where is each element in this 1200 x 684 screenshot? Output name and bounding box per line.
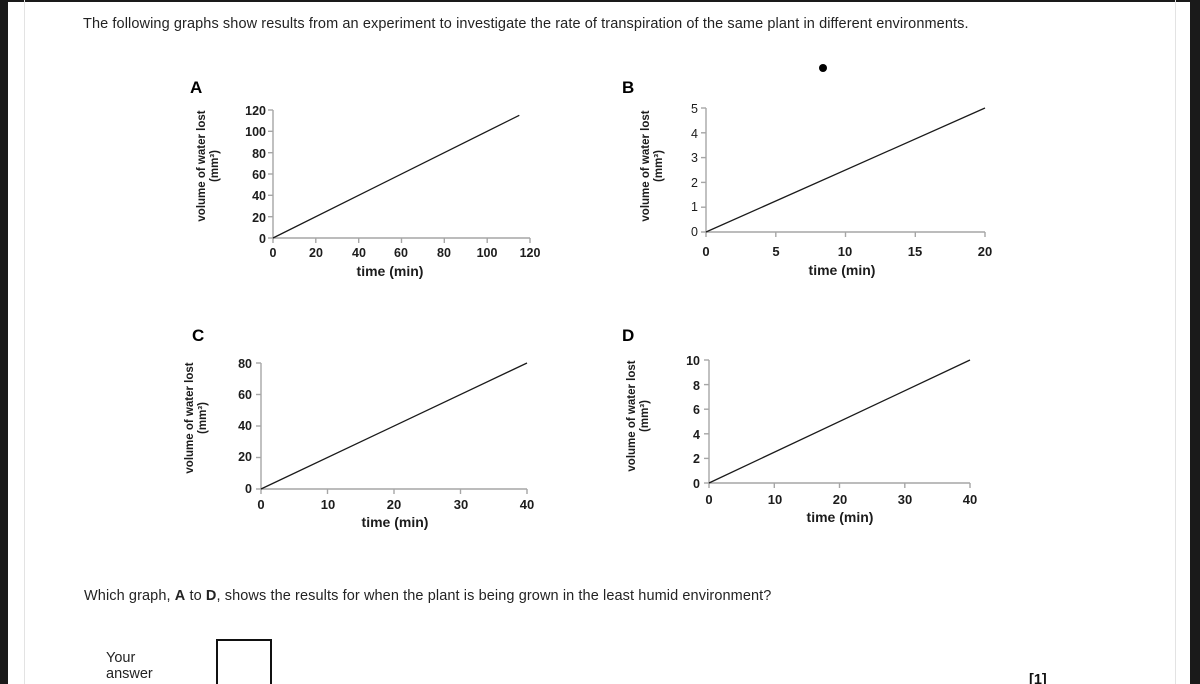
chart-c-ytick-20: 20 <box>238 450 252 464</box>
chart-b-x-axis-label: time (min) <box>808 262 876 278</box>
chart-a-xtick-20: 20 <box>309 246 323 260</box>
chart-a-ytick-60: 60 <box>252 168 266 182</box>
chart-c-ytick-80: 80 <box>238 357 252 371</box>
chart-c-x-axis-label: time (min) <box>361 514 429 530</box>
viewer-right-border <box>1190 0 1200 684</box>
chart-b-ytick-0: 0 <box>691 225 698 239</box>
chart-b-ytick-3: 3 <box>691 151 698 165</box>
chart-d-xtick-10: 10 <box>767 492 783 507</box>
chart-b-panel-letter: B <box>622 78 635 97</box>
chart-d-y-axis-label: volume of water lost (mm³) <box>626 346 652 486</box>
chart-a-xtick-100: 100 <box>476 246 498 260</box>
chart-a-ytick-0: 0 <box>259 232 266 246</box>
chart-b-xtick-20: 20 <box>977 244 993 259</box>
marks-indicator: [1] <box>1029 672 1047 684</box>
question-option-a: A <box>174 588 186 604</box>
chart-d-x-axis-label: time (min) <box>806 509 874 525</box>
chart-c-panel-letter: C <box>192 326 205 345</box>
chart-c-xtick-10: 10 <box>320 497 336 512</box>
answer-label: Your answer <box>106 650 153 682</box>
chart-panel-c: C volume of water lost (mm³) 80 60 40 20… <box>0 0 600 530</box>
chart-panel-d: D volume of water lost (mm³) 10 8 6 4 2 … <box>0 0 1100 525</box>
question-suffix: , shows the results for when the plant i… <box>216 588 772 604</box>
page-right-edge <box>1175 0 1176 684</box>
chart-c-ytick-60: 60 <box>238 388 252 402</box>
chart-a-x-axis-label: time (min) <box>356 263 424 279</box>
chart-a-ytick-20: 20 <box>252 211 266 225</box>
chart-d-ytick-8: 8 <box>693 379 700 393</box>
chart-panel-b: B volume of water lost (mm³) 5 4 3 2 1 0 <box>0 0 1100 300</box>
chart-a-ytick-40: 40 <box>252 189 266 203</box>
chart-b-xtick-5: 5 <box>772 244 780 259</box>
chart-a-xtick-40: 40 <box>352 246 366 260</box>
chart-b-ytick-5: 5 <box>691 102 698 116</box>
chart-c-ytick-0: 0 <box>245 482 252 496</box>
chart-d-y-axis-label-line2: (mm³) <box>638 400 651 432</box>
chart-c-y-axis-label-line1: volume of water lost <box>184 362 196 474</box>
chart-d-xtick-30: 30 <box>897 492 913 507</box>
chart-panel-a: A volume of water lost (mm³) 120 100 80 … <box>0 0 600 300</box>
paper-sheet <box>25 2 1175 684</box>
bullet-dot-icon <box>819 64 827 72</box>
chart-a-xtick-0: 0 <box>269 246 277 260</box>
chart-a-xtick-80: 80 <box>437 246 451 260</box>
answer-input-box[interactable] <box>216 639 272 684</box>
chart-d-xtick-20: 20 <box>832 492 848 507</box>
chart-d-ytick-0: 0 <box>693 477 700 491</box>
chart-b-ytick-1: 1 <box>691 200 698 214</box>
chart-d-ytick-4: 4 <box>693 428 700 442</box>
chart-a-xtick-60: 60 <box>394 246 408 260</box>
question-stem: The following graphs show results from a… <box>83 16 969 32</box>
chart-c-plot-area <box>256 359 538 497</box>
chart-a-panel-letter: A <box>190 78 203 97</box>
question-text: Which graph, A to D, shows the results f… <box>84 588 1064 604</box>
chart-c-y-axis-label: volume of water lost (mm³) <box>184 348 210 488</box>
chart-d-ytick-10: 10 <box>686 354 700 368</box>
chart-b-ytick-2: 2 <box>691 176 698 190</box>
chart-d-xtick-0: 0 <box>705 492 713 507</box>
chart-c-xtick-30: 30 <box>453 497 469 512</box>
chart-c-xtick-40: 40 <box>519 497 535 512</box>
chart-a-plot-area <box>268 106 538 246</box>
question-prefix: Which graph, <box>84 588 175 604</box>
chart-d-ytick-6: 6 <box>693 403 700 417</box>
chart-b-xtick-0: 0 <box>702 244 710 259</box>
question-middle: to <box>185 588 206 604</box>
page-left-edge <box>24 0 25 684</box>
chart-d-ytick-2: 2 <box>693 452 700 466</box>
viewer-top-border <box>0 0 1200 2</box>
chart-d-plot-area <box>704 356 981 491</box>
chart-d-y-axis-label-line1: volume of water lost <box>626 360 638 472</box>
chart-b-xtick-10: 10 <box>837 244 853 259</box>
chart-c-xtick-0: 0 <box>257 497 265 512</box>
chart-a-xtick-120: 120 <box>519 246 541 260</box>
chart-c-xtick-20: 20 <box>386 497 402 512</box>
chart-d-xtick-40: 40 <box>962 492 978 507</box>
chart-b-plot-area <box>701 104 996 240</box>
chart-a-ytick-100: 100 <box>245 125 266 139</box>
question-option-d: D <box>205 588 217 604</box>
chart-d-panel-letter: D <box>622 326 635 345</box>
chart-b-xtick-15: 15 <box>907 244 923 259</box>
chart-b-ytick-4: 4 <box>691 127 698 141</box>
chart-a-ytick-120: 120 <box>245 104 266 118</box>
chart-c-ytick-40: 40 <box>238 419 252 433</box>
chart-a-ytick-80: 80 <box>252 147 266 161</box>
viewer-left-border <box>0 0 8 684</box>
